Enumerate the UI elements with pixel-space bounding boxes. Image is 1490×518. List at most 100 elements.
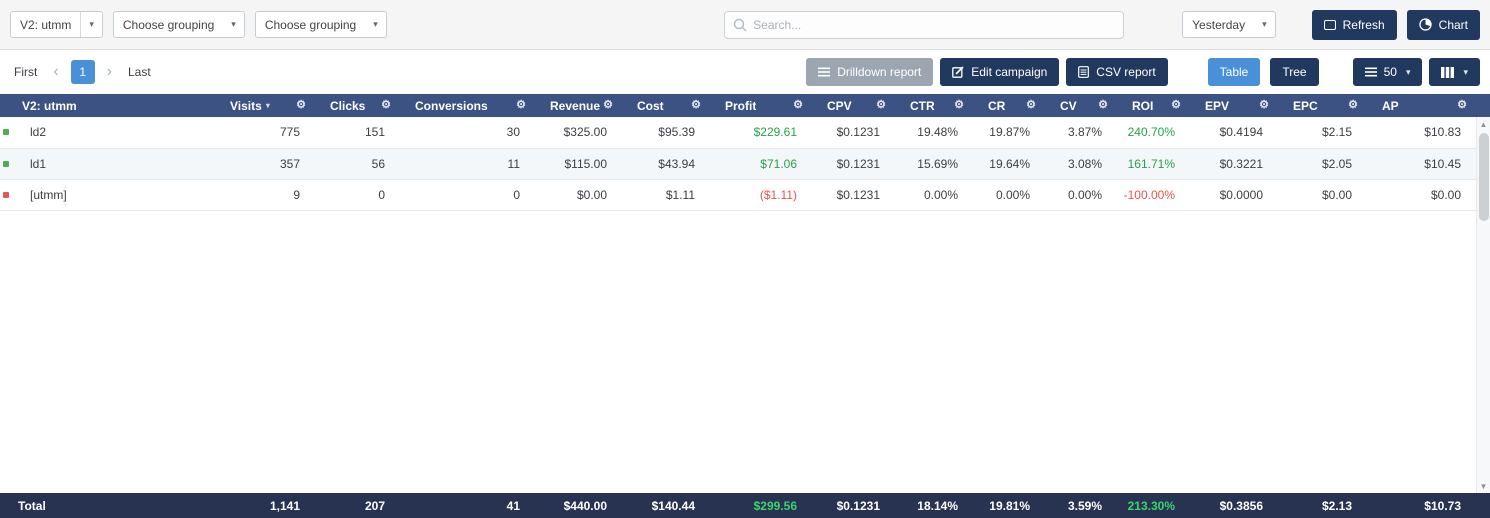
column-settings-icon[interactable]: ⚙ <box>296 99 306 111</box>
total-conversions: 41 <box>506 498 520 513</box>
column-settings-icon[interactable]: ⚙ <box>1259 99 1269 111</box>
column-settings-icon[interactable]: ⚙ <box>1098 99 1108 111</box>
scroll-up-icon[interactable]: ▲ <box>1479 119 1488 129</box>
table-body-region: ld2 775 151 30 $325.00 $95.39 $229.61 $0… <box>0 117 1490 493</box>
header-conversions[interactable]: Conversions ⚙ <box>400 94 535 117</box>
column-settings-icon[interactable]: ⚙ <box>793 99 803 111</box>
total-profit: $299.56 <box>753 498 797 513</box>
header-clicks[interactable]: Clicks ⚙ <box>315 94 400 117</box>
total-revenue: $440.00 <box>563 498 607 513</box>
scrollbar-thumb[interactable] <box>1479 133 1489 221</box>
csv-report-button[interactable]: CSV report <box>1066 58 1168 86</box>
cell-cost: $95.39 <box>622 117 710 149</box>
scrollbar-track[interactable] <box>1477 131 1490 479</box>
grouping-select-1[interactable]: Choose grouping ▾ <box>112 11 245 38</box>
refresh-button-label: Refresh <box>1342 17 1385 32</box>
total-row: Total 1,141 207 41 $440.00 $140.44 $299.… <box>0 493 1476 518</box>
search-box[interactable] <box>724 10 1125 39</box>
list-icon <box>818 67 831 77</box>
header-conversions-label: Conversions <box>415 98 488 113</box>
header-epc[interactable]: EPC ⚙ <box>1278 94 1367 117</box>
cell-cr: 19.87% <box>973 117 1045 149</box>
pagination-last[interactable]: Last <box>127 65 151 79</box>
header-epv[interactable]: EPV ⚙ <box>1190 94 1278 117</box>
column-settings-icon[interactable]: ⚙ <box>516 99 526 111</box>
cell-revenue: $115.00 <box>535 148 622 180</box>
cell-profit: ($1.11) <box>710 179 812 211</box>
status-indicator <box>3 160 9 167</box>
header-cv-label: CV <box>1060 98 1077 113</box>
cell-visits: 775 <box>215 117 315 149</box>
date-range-select[interactable]: Yesterday ▾ <box>1182 11 1276 38</box>
vertical-scrollbar[interactable]: ▲ ▼ <box>1476 117 1490 493</box>
header-cr[interactable]: CR ⚙ <box>973 94 1045 117</box>
chevron-left-icon[interactable]: ‹ <box>53 63 59 80</box>
cell-ctr: 0.00% <box>895 179 973 211</box>
campaign-select-value: V2: utmm <box>20 17 72 32</box>
cell-ap: $0.00 <box>1367 179 1476 211</box>
column-settings-icon[interactable]: ⚙ <box>1171 99 1181 111</box>
refresh-button[interactable]: Refresh <box>1311 9 1397 40</box>
cell-visits: 9 <box>215 179 315 211</box>
total-ctr: 18.14% <box>917 498 958 513</box>
drilldown-report-button[interactable]: Drilldown report <box>806 58 934 86</box>
row-name: ld1 <box>30 156 47 171</box>
csv-report-label: CSV report <box>1096 65 1156 79</box>
cell-roi: 161.71% <box>1117 148 1190 180</box>
header-visits[interactable]: Visits ▾ ⚙ <box>215 94 315 117</box>
table-row[interactable]: ld2 775 151 30 $325.00 $95.39 $229.61 $0… <box>0 117 1476 149</box>
cell-ctr: 15.69% <box>895 148 973 180</box>
table-row[interactable]: [utmm] 9 0 0 $0.00 $1.11 ($1.11) $0.1231… <box>0 179 1476 211</box>
campaign-select[interactable]: V2: utmm ▾ <box>10 11 103 38</box>
header-ctr[interactable]: CTR ⚙ <box>895 94 973 117</box>
rows-per-page-value: 50 <box>1383 65 1397 79</box>
header-roi-label: ROI <box>1132 98 1154 113</box>
rows-per-page-select[interactable]: 50 ▾ <box>1352 58 1423 86</box>
table-row[interactable]: ld1 357 56 11 $115.00 $43.94 $71.06 $0.1… <box>0 148 1476 180</box>
grouping-select-2[interactable]: Choose grouping ▾ <box>254 11 387 38</box>
column-settings-icon[interactable]: ⚙ <box>603 99 613 111</box>
cell-epc: $2.15 <box>1278 117 1367 149</box>
header-profit[interactable]: Profit ⚙ <box>710 94 812 117</box>
row-name: [utmm] <box>30 187 67 202</box>
table-header: V2: utmm Visits ▾ ⚙ Clicks ⚙ Conversions ⚙ R… <box>0 94 1476 117</box>
chevron-down-icon: ▾ <box>80 12 102 37</box>
cell-cr: 0.00% <box>973 179 1045 211</box>
column-settings-icon[interactable]: ⚙ <box>1348 99 1358 111</box>
header-name-label: V2: utmm <box>22 98 77 113</box>
edit-campaign-button[interactable]: Edit campaign <box>940 58 1060 86</box>
chevron-right-icon[interactable]: › <box>106 63 112 80</box>
total-cv: 3.59% <box>1067 498 1102 513</box>
total-roi: 213.30% <box>1127 498 1175 513</box>
chart-button[interactable]: Chart <box>1406 9 1480 40</box>
cell-clicks: 56 <box>315 148 400 180</box>
refresh-icon <box>1323 19 1336 30</box>
cell-profit: $71.06 <box>710 148 812 180</box>
column-settings-icon[interactable]: ⚙ <box>381 99 391 111</box>
tree-view-button[interactable]: Tree <box>1270 58 1319 86</box>
header-revenue[interactable]: Revenue ⚙ <box>535 94 622 117</box>
header-cost[interactable]: Cost ⚙ <box>622 94 710 117</box>
header-cv[interactable]: CV ⚙ <box>1045 94 1117 117</box>
header-cpv[interactable]: CPV ⚙ <box>812 94 895 117</box>
column-settings-icon[interactable]: ⚙ <box>1026 99 1036 111</box>
table-view-button[interactable]: Table <box>1207 58 1261 86</box>
cell-cpv: $0.1231 <box>812 117 895 149</box>
header-roi[interactable]: ROI ⚙ <box>1117 94 1190 117</box>
search-input[interactable] <box>753 17 1116 32</box>
pagination-first[interactable]: First <box>14 65 38 79</box>
header-ap[interactable]: AP ⚙ <box>1367 94 1476 117</box>
column-settings-icon[interactable]: ⚙ <box>691 99 701 111</box>
column-settings-icon[interactable]: ⚙ <box>954 99 964 111</box>
scroll-down-icon[interactable]: ▼ <box>1479 481 1488 491</box>
column-settings-icon[interactable]: ⚙ <box>876 99 886 111</box>
header-clicks-label: Clicks <box>330 98 366 113</box>
column-settings-icon[interactable]: ⚙ <box>1457 99 1467 111</box>
columns-select[interactable]: ▾ <box>1429 58 1480 86</box>
table-header-bar: V2: utmm Visits ▾ ⚙ Clicks ⚙ Conversions ⚙ R… <box>0 94 1490 117</box>
total-bar: Total 1,141 207 41 $440.00 $140.44 $299.… <box>0 493 1490 518</box>
header-name[interactable]: V2: utmm <box>0 94 215 117</box>
status-indicator <box>3 129 9 136</box>
edit-campaign-label: Edit campaign <box>971 65 1048 79</box>
pagination-page-current[interactable]: 1 <box>70 60 95 84</box>
